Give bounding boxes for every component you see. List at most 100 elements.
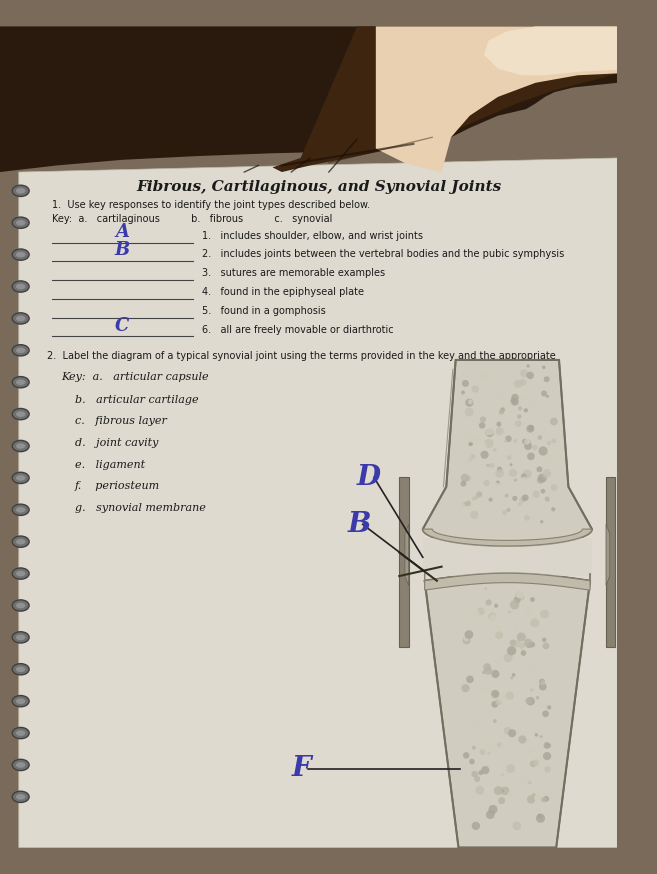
Circle shape (542, 772, 547, 776)
Circle shape (510, 398, 517, 404)
Text: g.   synovial membrane: g. synovial membrane (75, 503, 206, 513)
Circle shape (524, 515, 530, 521)
Circle shape (470, 454, 475, 459)
Circle shape (518, 642, 525, 649)
Circle shape (542, 711, 549, 718)
Ellipse shape (12, 568, 29, 579)
Circle shape (465, 501, 471, 506)
Circle shape (489, 463, 495, 468)
Circle shape (508, 399, 516, 407)
Ellipse shape (16, 731, 26, 736)
Ellipse shape (12, 440, 29, 452)
Circle shape (511, 394, 519, 401)
Circle shape (457, 502, 465, 510)
Circle shape (523, 469, 532, 478)
Circle shape (497, 467, 502, 472)
Circle shape (543, 704, 548, 710)
Circle shape (490, 614, 497, 621)
Circle shape (537, 474, 547, 482)
Circle shape (510, 463, 512, 466)
Ellipse shape (12, 696, 29, 707)
Circle shape (517, 414, 522, 419)
Circle shape (465, 475, 471, 482)
Circle shape (521, 474, 527, 479)
Circle shape (499, 409, 504, 415)
Circle shape (495, 698, 502, 705)
Polygon shape (606, 524, 610, 586)
Circle shape (525, 608, 533, 616)
Polygon shape (424, 573, 590, 848)
Circle shape (468, 458, 472, 462)
Circle shape (468, 441, 473, 446)
Circle shape (543, 454, 553, 463)
Circle shape (484, 480, 489, 487)
Circle shape (494, 794, 499, 799)
Circle shape (547, 440, 551, 446)
Circle shape (518, 735, 527, 744)
Circle shape (499, 391, 505, 397)
Circle shape (486, 464, 489, 467)
Text: F: F (291, 755, 311, 782)
Circle shape (522, 497, 526, 501)
Circle shape (478, 770, 484, 775)
Text: 4.   found in the epiphyseal plate: 4. found in the epiphyseal plate (202, 287, 364, 297)
Circle shape (528, 780, 532, 785)
Text: A: A (115, 223, 129, 240)
Circle shape (538, 766, 542, 769)
Text: c.   fibrous layer: c. fibrous layer (75, 416, 167, 427)
Circle shape (487, 467, 493, 472)
Circle shape (488, 745, 497, 753)
Polygon shape (423, 529, 592, 546)
Circle shape (486, 810, 495, 819)
Circle shape (531, 400, 536, 405)
Circle shape (493, 719, 497, 723)
Text: using: using (555, 31, 574, 37)
Circle shape (466, 676, 474, 683)
Circle shape (545, 766, 551, 773)
Circle shape (462, 502, 466, 507)
Text: Fibrous, Cartilaginous, and Synovial Joints: Fibrous, Cartilaginous, and Synovial Joi… (137, 179, 502, 193)
Circle shape (499, 403, 507, 412)
Circle shape (521, 394, 528, 401)
Circle shape (510, 640, 516, 646)
Circle shape (547, 705, 551, 710)
Text: C: C (115, 316, 129, 335)
Polygon shape (423, 360, 592, 546)
Circle shape (537, 755, 542, 760)
Ellipse shape (12, 504, 29, 516)
Circle shape (526, 697, 535, 705)
Circle shape (506, 691, 514, 700)
Circle shape (493, 448, 497, 452)
Circle shape (512, 673, 516, 676)
Circle shape (502, 647, 507, 652)
Circle shape (527, 746, 535, 753)
Circle shape (514, 596, 521, 603)
Circle shape (474, 495, 479, 500)
Circle shape (491, 669, 499, 678)
Circle shape (472, 385, 479, 392)
Circle shape (491, 608, 495, 612)
Circle shape (496, 421, 501, 427)
Circle shape (472, 496, 476, 501)
Text: ham: ham (540, 40, 556, 46)
Circle shape (507, 455, 512, 460)
Circle shape (463, 753, 470, 759)
Ellipse shape (16, 635, 26, 640)
Ellipse shape (16, 316, 26, 322)
Circle shape (486, 427, 495, 435)
Polygon shape (484, 26, 618, 75)
Circle shape (551, 507, 555, 511)
Circle shape (527, 453, 535, 461)
Circle shape (464, 630, 473, 639)
Circle shape (541, 652, 549, 660)
Circle shape (476, 491, 482, 497)
Circle shape (495, 658, 501, 663)
Circle shape (503, 727, 511, 735)
Circle shape (487, 752, 490, 755)
Circle shape (535, 808, 540, 812)
Circle shape (470, 592, 475, 597)
Circle shape (526, 642, 532, 648)
Circle shape (518, 406, 522, 411)
Circle shape (491, 690, 499, 697)
Circle shape (465, 399, 474, 406)
